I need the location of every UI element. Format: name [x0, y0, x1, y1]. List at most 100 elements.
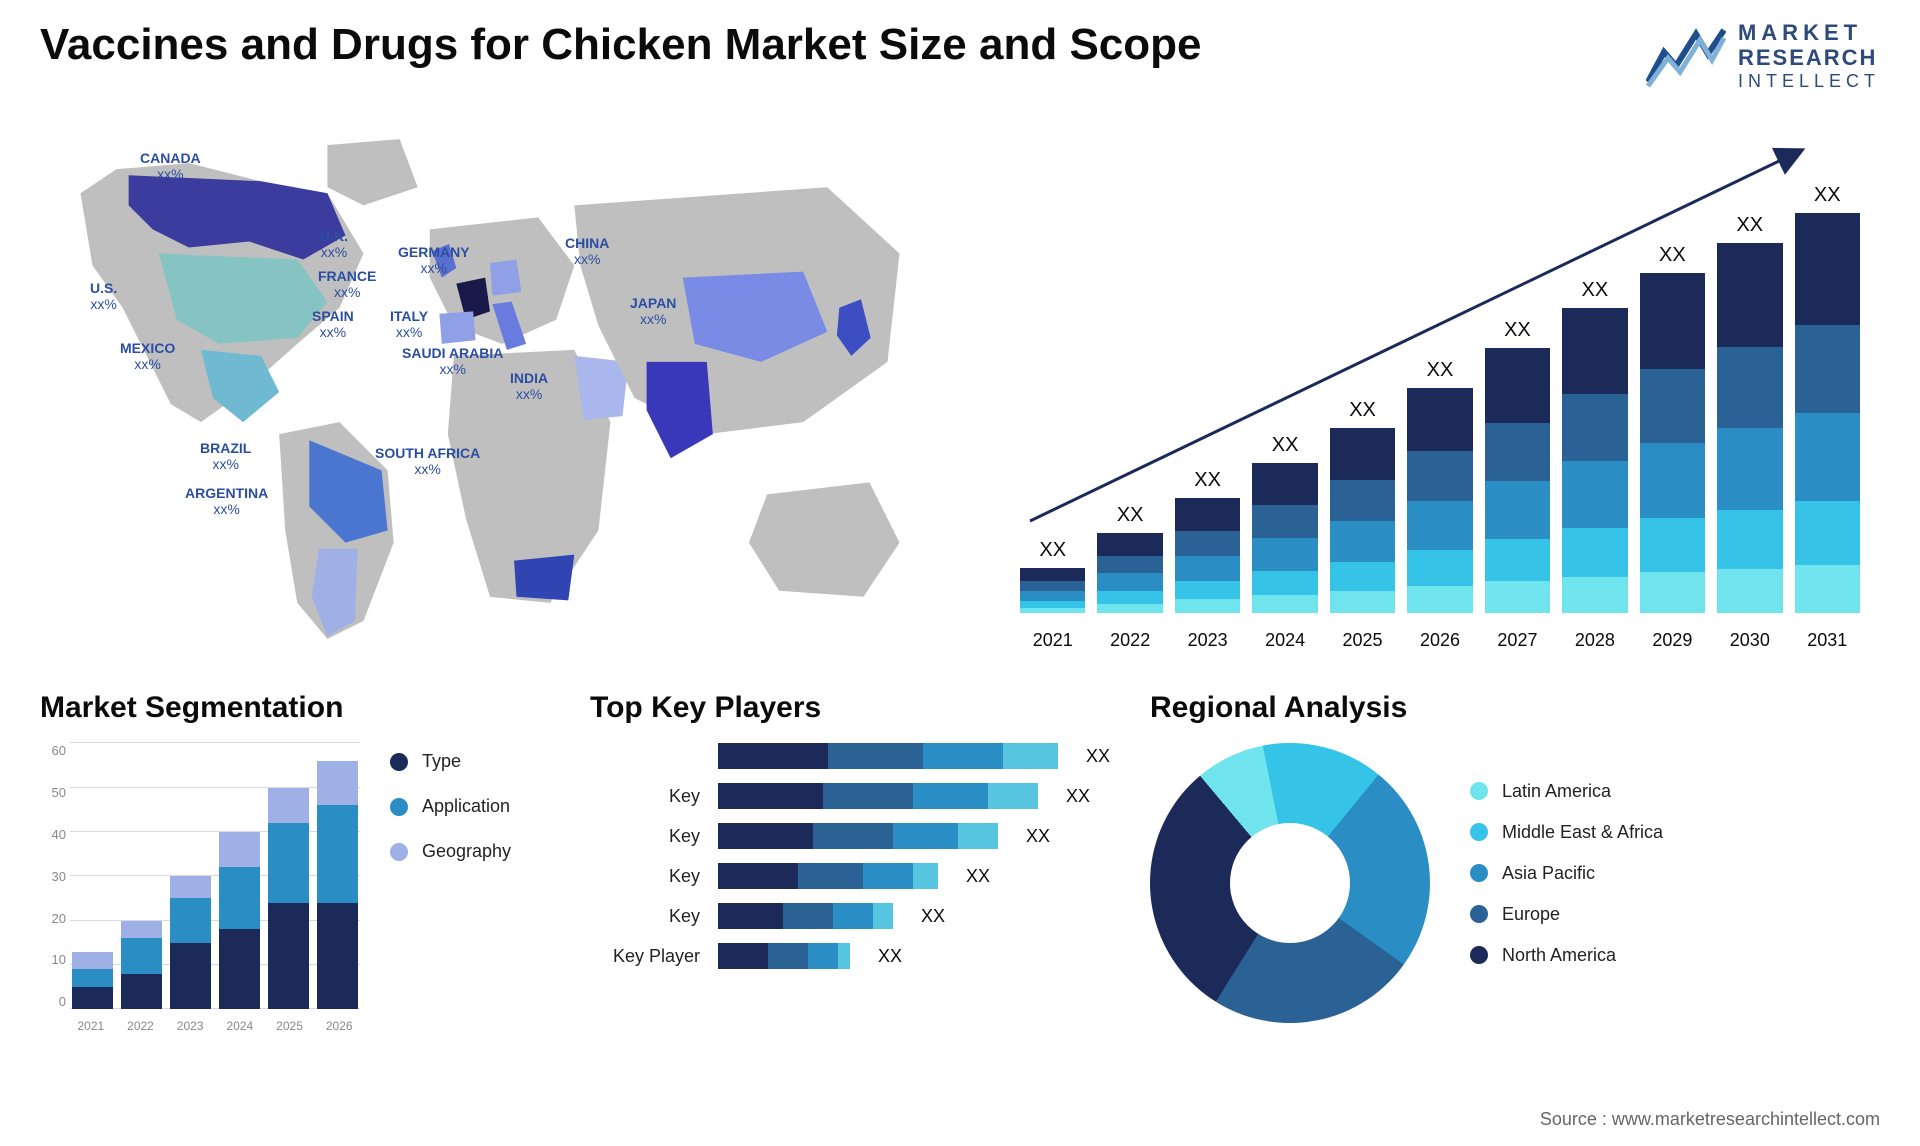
seg-bar-segment	[268, 823, 309, 903]
seg-bar-segment	[72, 969, 113, 987]
growth-bar-seg	[1717, 428, 1782, 509]
growth-bar-seg	[1717, 347, 1782, 428]
seg-bar-segment	[268, 788, 309, 823]
seg-y-tick: 20	[52, 911, 66, 926]
seg-y-tick: 60	[52, 743, 66, 758]
kp-bar-segment	[958, 823, 998, 849]
kp-bar-segment	[718, 783, 823, 809]
growth-bar-seg	[1717, 243, 1782, 347]
seg-bar-2022	[121, 921, 162, 1010]
growth-bar-label: XX	[1717, 214, 1782, 237]
map-label-argentina: ARGENTINAxx%	[185, 486, 268, 517]
growth-bar-seg	[1407, 451, 1472, 501]
seg-legend-item: Application	[390, 796, 511, 817]
legend-swatch-icon	[390, 843, 408, 861]
growth-bar-seg	[1097, 533, 1162, 555]
growth-bar-seg	[1717, 569, 1782, 613]
kp-row: KeyXX	[590, 783, 1120, 809]
growth-bar-seg	[1562, 528, 1627, 577]
growth-bar-2022: XX	[1097, 504, 1162, 613]
seg-y-tick: 10	[52, 952, 66, 967]
kp-value: XX	[1016, 826, 1050, 847]
growth-bar-label: XX	[1020, 539, 1085, 562]
growth-bar-seg	[1795, 565, 1860, 613]
kp-bar-segment	[813, 823, 893, 849]
growth-year-label: 2023	[1175, 624, 1240, 651]
key-players-title: Top Key Players	[590, 691, 1120, 725]
segmentation-panel: Market Segmentation 6050403020100 202120…	[40, 691, 560, 1071]
growth-bar-label: XX	[1485, 319, 1550, 342]
seg-bar-segment	[268, 903, 309, 1009]
map-label-india: INDIAxx%	[510, 371, 548, 402]
brand-logo: MARKET RESEARCH INTELLECT	[1646, 20, 1880, 91]
growth-year-label: 2031	[1795, 624, 1860, 651]
kp-bar	[718, 823, 998, 849]
seg-bar-segment	[170, 876, 211, 898]
growth-bar-seg	[1097, 604, 1162, 614]
seg-bar-segment	[121, 974, 162, 1009]
legend-label: Europe	[1502, 904, 1560, 925]
kp-bar-segment	[833, 903, 873, 929]
kp-row: KeyXX	[590, 903, 1120, 929]
growth-bar-seg	[1330, 591, 1395, 613]
seg-year-label: 2026	[318, 1019, 360, 1033]
growth-bar-seg	[1020, 591, 1085, 601]
seg-year-label: 2025	[269, 1019, 311, 1033]
kp-row: KeyXX	[590, 863, 1120, 889]
segmentation-bars	[70, 743, 360, 1009]
kp-bar-segment	[768, 943, 808, 969]
legend-label: Geography	[422, 841, 511, 862]
seg-bar-2026	[317, 761, 358, 1009]
growth-year-label: 2024	[1252, 624, 1317, 651]
growth-bar-seg	[1330, 521, 1395, 562]
legend-swatch-icon	[1470, 823, 1488, 841]
growth-bar-seg	[1020, 601, 1085, 608]
growth-bar-label: XX	[1407, 359, 1472, 382]
growth-bar-seg	[1562, 461, 1627, 528]
growth-bar-seg	[1407, 501, 1472, 551]
growth-bar-seg	[1097, 556, 1162, 574]
key-players-bars: XXKeyXXKeyXXKeyXXKeyXXKey PlayerXX	[590, 743, 1120, 969]
seg-y-tick: 0	[59, 994, 66, 1009]
growth-bar-seg	[1485, 539, 1550, 581]
seg-bar-segment	[317, 903, 358, 1009]
kp-label: Key	[590, 906, 700, 927]
regional-legend-item: Latin America	[1470, 781, 1663, 802]
seg-bar-segment	[219, 832, 260, 867]
seg-year-label: 2023	[169, 1019, 211, 1033]
kp-bar-segment	[823, 783, 913, 809]
seg-bar-segment	[317, 761, 358, 805]
kp-bar-segment	[798, 863, 863, 889]
map-label-germany: GERMANYxx%	[398, 245, 470, 276]
legend-swatch-icon	[1470, 782, 1488, 800]
logo-line-3: INTELLECT	[1738, 71, 1880, 92]
growth-bar-seg	[1175, 556, 1240, 581]
legend-swatch-icon	[1470, 864, 1488, 882]
kp-bar-segment	[828, 743, 923, 769]
growth-bar-seg	[1640, 518, 1705, 572]
growth-bar-seg	[1252, 505, 1317, 538]
growth-bar-seg	[1485, 423, 1550, 481]
seg-bar-segment	[219, 929, 260, 1009]
key-players-panel: Top Key Players XXKeyXXKeyXXKeyXXKeyXXKe…	[590, 691, 1120, 1071]
legend-swatch-icon	[1470, 905, 1488, 923]
kp-bar-segment	[718, 863, 798, 889]
growth-year-label: 2022	[1097, 624, 1162, 651]
map-label-canada: CANADAxx%	[140, 151, 201, 182]
kp-bar	[718, 863, 938, 889]
growth-bar-seg	[1485, 581, 1550, 613]
growth-bar-seg	[1407, 586, 1472, 613]
seg-bar-segment	[219, 867, 260, 929]
growth-bar-seg	[1485, 481, 1550, 539]
growth-bar-seg	[1175, 531, 1240, 556]
kp-bar-segment	[718, 903, 783, 929]
seg-bar-2024	[219, 832, 260, 1009]
seg-bar-2021	[72, 952, 113, 1010]
growth-bar-seg	[1640, 572, 1705, 613]
growth-bar-seg	[1795, 413, 1860, 501]
segmentation-legend: TypeApplicationGeography	[390, 751, 511, 886]
world-map-panel: CANADAxx%U.S.xx%MEXICOxx%BRAZILxx%ARGENT…	[40, 121, 940, 651]
seg-y-tick: 40	[52, 827, 66, 842]
kp-bar-segment	[893, 823, 958, 849]
seg-bar-segment	[317, 805, 358, 903]
